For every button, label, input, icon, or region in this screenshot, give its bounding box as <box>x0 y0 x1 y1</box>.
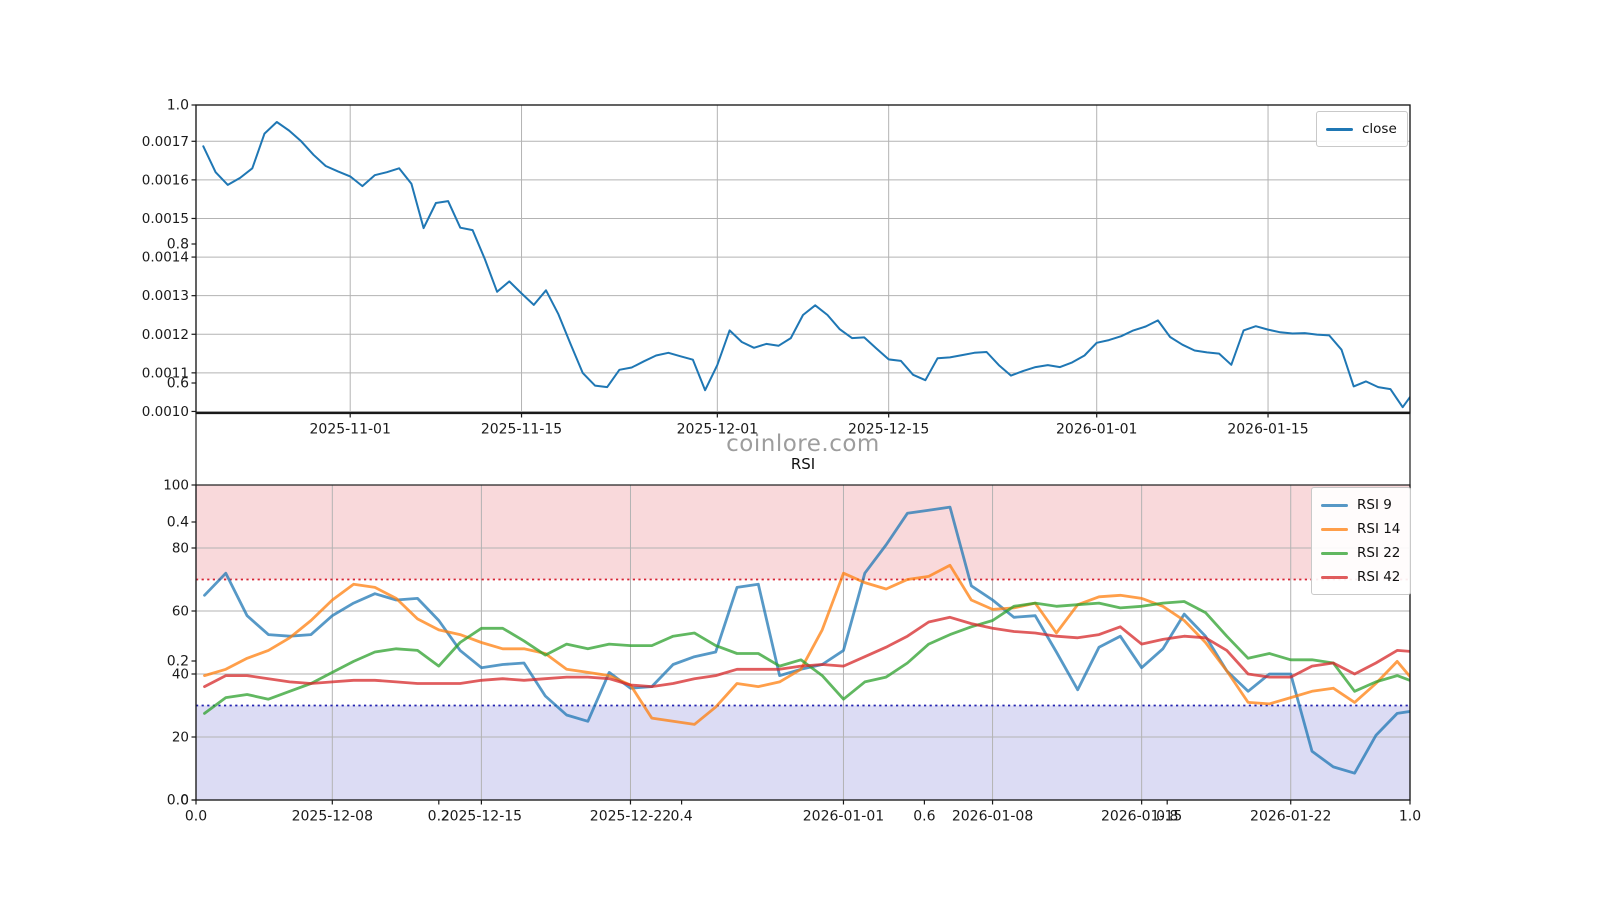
legend-item: RSI 42 <box>1321 565 1400 589</box>
legend-close: close <box>1316 111 1408 147</box>
x-tick-label: 2025-12-08 <box>292 809 373 825</box>
rsi-chart-title: RSI <box>790 455 816 473</box>
series-line-rsi-14 <box>203 563 1410 726</box>
y-tick-label: 80 <box>172 541 189 557</box>
y-tick-label: 0.0014 <box>142 250 189 266</box>
x-tick-label: 2026-01-01 <box>1056 422 1137 438</box>
x-tick-label: 2025-11-01 <box>310 422 391 438</box>
y-tick-label: 100 <box>163 478 189 494</box>
legend-line-swatch <box>1321 551 1348 555</box>
legend-label: RSI 9 <box>1357 497 1392 513</box>
series-line-close <box>202 121 1410 409</box>
y-tick-label: 0.0017 <box>142 134 189 150</box>
x-tick-label: 2025-12-22 <box>590 809 671 825</box>
x-tick-label: 2025-12-15 <box>441 809 522 825</box>
legend-item: RSI 22 <box>1321 541 1400 565</box>
legend-line-swatch <box>1326 127 1353 131</box>
y-tick-label: 0.0013 <box>142 288 189 304</box>
parent-y-tick-label: 1.0 <box>167 98 189 114</box>
series-line-rsi-22 <box>203 600 1410 715</box>
parent-x-tick-label: 0.6 <box>913 809 935 825</box>
x-tick-label: 2025-11-15 <box>481 422 562 438</box>
y-tick-label: 0.0011 <box>142 365 189 381</box>
x-tick-label: 2026-01-08 <box>952 809 1033 825</box>
x-tick-label: 2026-01-15 <box>1101 809 1182 825</box>
legend-item: RSI 9 <box>1321 493 1400 517</box>
parent-x-tick-label: 0.8 <box>1156 809 1178 825</box>
parent-y-tick-label: 0.0 <box>167 793 189 809</box>
y-tick-label: 0.0015 <box>142 211 189 227</box>
legend-line-swatch <box>1321 575 1348 579</box>
legend-label: close <box>1362 121 1397 137</box>
parent-x-tick-label: 1.0 <box>1399 809 1421 825</box>
legend-item: close <box>1326 117 1397 141</box>
legend-label: RSI 42 <box>1357 569 1401 585</box>
watermark-text: coinlore.com <box>726 431 880 457</box>
x-tick-label: 2026-01-15 <box>1227 422 1308 438</box>
y-tick-label: 40 <box>172 667 189 683</box>
legend-rsi: RSI 9 RSI 14 RSI 22 RSI 42 <box>1311 487 1412 595</box>
parent-y-tick-label: 0.8 <box>167 237 189 253</box>
legend-item: RSI 14 <box>1321 517 1400 541</box>
parent-y-tick-label: 0.2 <box>167 654 189 670</box>
legend-label: RSI 14 <box>1357 521 1401 537</box>
parent-x-tick-label: 0.0 <box>185 809 207 825</box>
x-tick-label: 2025-12-15 <box>848 422 929 438</box>
parent-x-tick-label: 0.2 <box>428 809 450 825</box>
y-tick-label: 0.0012 <box>142 327 189 343</box>
x-tick-label: 2026-01-22 <box>1250 809 1331 825</box>
parent-y-tick-label: 0.4 <box>167 515 189 531</box>
rsi-band <box>196 705 1410 800</box>
series-line-rsi-42 <box>203 615 1410 688</box>
parent-y-tick-label: 0.6 <box>167 376 189 392</box>
y-tick-label: 0.0010 <box>142 404 189 420</box>
parent-axes-frame <box>195 104 1411 801</box>
y-tick-label: 20 <box>172 730 189 746</box>
panel-frame <box>195 104 1411 414</box>
parent-x-tick-label: 0.4 <box>670 809 692 825</box>
y-tick-label: 60 <box>172 604 189 620</box>
legend-label: RSI 22 <box>1357 545 1401 561</box>
legend-line-swatch <box>1321 503 1348 507</box>
y-tick-label: 0 <box>180 793 189 809</box>
rsi-band <box>196 485 1410 580</box>
y-tick-label: 0.0016 <box>142 172 189 188</box>
x-tick-label: 2025-12-01 <box>677 422 758 438</box>
legend-line-swatch <box>1321 527 1348 531</box>
x-tick-label: 2026-01-01 <box>803 809 884 825</box>
